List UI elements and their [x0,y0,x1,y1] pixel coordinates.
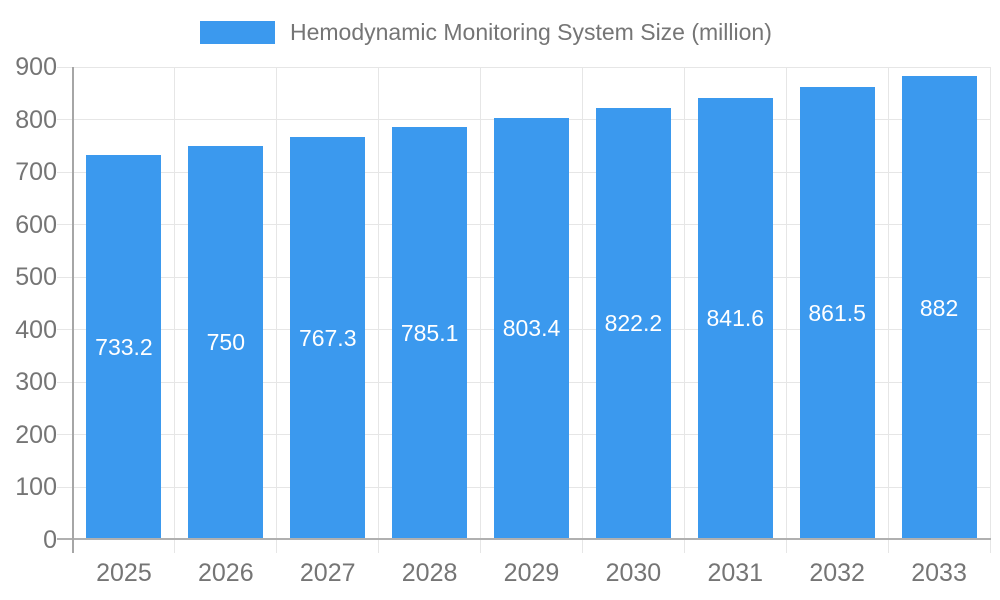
bar: 785.1 [392,127,468,540]
category-gridline [581,67,583,553]
bar: 803.4 [494,117,569,540]
y-axis-tick-label: 600 [15,210,57,239]
y-axis-tick [57,224,73,226]
bar: 882 [901,76,977,540]
y-axis-tick-label: 500 [15,263,57,292]
bar-value-label: 803.4 [502,315,561,342]
legend-swatch [200,21,275,44]
y-axis-tick-label: 100 [15,473,57,502]
legend-label: Hemodynamic Monitoring System Size (mill… [290,19,772,45]
y-axis-tick [57,434,73,436]
bar: 861.5 [799,87,875,540]
y-axis-tick [57,276,73,278]
y-axis-tick-label: 900 [15,53,57,81]
bar-value-label: 822.2 [604,310,663,337]
category-gridline [887,67,889,553]
x-axis-tick-label: 2032 [809,559,865,587]
y-axis-tick [57,66,73,68]
y-axis-line [72,67,74,553]
category-gridline [480,67,482,553]
y-axis-tick [57,119,73,121]
x-axis-tick-label: 2033 [911,559,967,587]
y-axis-tick-label: 300 [15,368,57,397]
category-gridline [276,67,278,553]
bar-value-label: 785.1 [400,320,459,347]
y-axis-tick-label: 400 [15,315,57,344]
x-axis-tick-label: 2026 [198,559,254,587]
chart-legend: Hemodynamic Monitoring System Size (mill… [200,19,772,46]
plot-area: 0 100 200 300 400 500 600 700 800 900 733.2 2025 750… [15,53,991,587]
bar-value-label: 861.5 [808,300,866,327]
bar: 750 [188,145,264,540]
x-axis-tick-label: 2031 [707,559,764,587]
y-axis-tick-label: 200 [15,420,57,449]
category-gridline [174,67,176,553]
x-axis-tick-label: 2025 [96,559,152,587]
bar-value-label: 750 [206,329,246,356]
bar: 767.3 [290,136,366,540]
y-axis-tick-label: 0 [43,526,57,554]
bar-value-label: 841.6 [706,305,765,332]
bar: 822.2 [595,107,671,540]
y-axis-tick [57,381,73,383]
y-axis-tick [57,486,73,488]
category-gridline [785,67,787,553]
bar-value-label: 733.2 [95,333,153,360]
y-axis-tick-label: 700 [15,158,57,187]
category-gridline [989,67,991,553]
bar-value-label: 767.3 [298,324,357,351]
y-gridline [73,66,990,68]
x-axis-tick-label: 2028 [401,559,458,587]
y-axis-tick [57,171,73,173]
x-axis-line [57,538,991,540]
y-axis-tick-label: 800 [15,105,57,134]
category-gridline [683,67,685,553]
bar: 841.6 [697,97,773,540]
x-axis-tick-label: 2029 [503,559,560,587]
bar-value-label: 882 [919,294,959,321]
category-gridline [378,67,380,553]
bar: 733.2 [86,154,162,540]
x-axis-tick-label: 2027 [299,559,356,587]
y-axis-tick [57,329,73,331]
x-axis-tick-label: 2030 [605,559,662,587]
